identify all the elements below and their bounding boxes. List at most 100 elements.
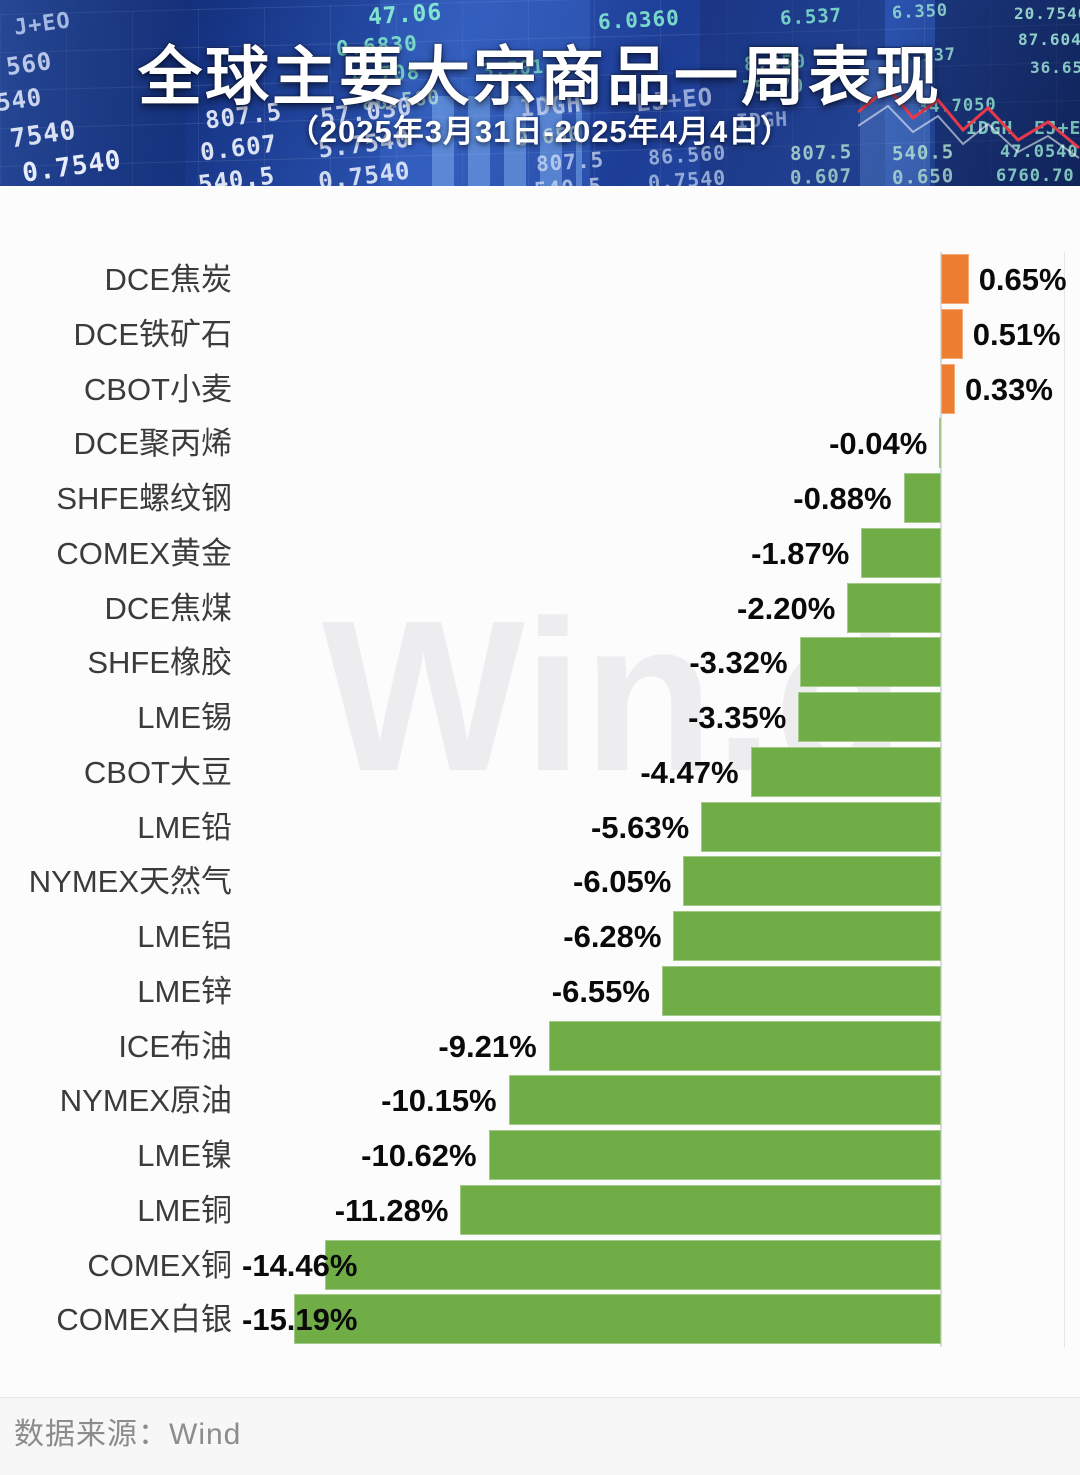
ticker-text: 87.6040 [1018, 30, 1080, 49]
chart-row: COMEX黄金 -1.87% [0, 526, 1080, 581]
bar-negative [799, 637, 941, 688]
bar-negative [903, 473, 941, 523]
value-label: 0.51% [972, 316, 1061, 352]
bar-negative [673, 911, 941, 961]
ticker-text: 807.5 [535, 147, 605, 177]
category-label: DCE焦炭 [104, 262, 232, 297]
bar-negative [325, 1239, 941, 1290]
value-label: 0.65% [978, 262, 1067, 297]
chart-row: DCE焦炭 0.65% [0, 252, 1080, 307]
value-label: -6.28% [563, 919, 662, 954]
value-label: -3.32% [689, 645, 788, 681]
category-label: DCE铁矿石 [73, 316, 232, 352]
bar-negative [293, 1294, 941, 1345]
bar-negative [847, 582, 941, 633]
chart-row: DCE聚丙烯 -0.04% [0, 416, 1080, 471]
category-label: LME锡 [137, 700, 232, 735]
chart-row: LME锡 -3.35% [0, 690, 1080, 745]
category-label: LME镍 [137, 1138, 232, 1173]
chart-row: LME镍 -10.62% [0, 1128, 1080, 1183]
page-title: 全球主要大宗商品一周表现 [138, 41, 942, 113]
value-label: -9.21% [438, 1028, 537, 1064]
category-label: LME铜 [137, 1192, 232, 1228]
page-subtitle: （2025年3月31日-2025年4月4日） [287, 114, 793, 149]
bar-negative [861, 527, 941, 578]
category-label: CBOT小麦 [83, 371, 232, 407]
value-label: -10.15% [381, 1083, 497, 1119]
bar-positive [941, 254, 969, 304]
decor-panel [935, 0, 1080, 186]
category-label: NYMEX原油 [59, 1083, 232, 1119]
value-label: -0.88% [793, 481, 892, 516]
ticker-text: 6.350 [891, 0, 949, 24]
weekly-performance-bar-chart: DCE焦炭 0.65% DCE铁矿石 0.51% CBOT小麦 0.33% DCE聚丙烯 -0… [0, 252, 1080, 1347]
chart-row: LME铅 -5.63% [0, 800, 1080, 855]
value-label: -2.20% [737, 590, 836, 626]
chart-row: COMEX铜 -14.46% [0, 1238, 1080, 1293]
bar-positive [941, 308, 963, 359]
bar-negative [939, 418, 941, 469]
ticker-text: 47.0540 [1000, 142, 1079, 162]
bar-negative [798, 692, 941, 742]
value-label: -3.35% [688, 700, 787, 735]
chart-row: CBOT大豆 -4.47% [0, 745, 1080, 800]
plot-right-border [1064, 252, 1065, 1347]
chart-row: COMEX白银 -15.19% [0, 1292, 1080, 1347]
value-label: -10.62% [361, 1138, 477, 1173]
chart-row: ICE布油 -9.21% [0, 1019, 1080, 1074]
category-label: SHFE橡胶 [87, 645, 232, 681]
data-source-label: 数据来源：Wind [14, 1418, 242, 1451]
zero-axis-line [940, 252, 942, 1347]
value-label: -1.87% [751, 535, 850, 571]
ticker-text: 36.65 [1030, 58, 1080, 77]
chart-row: DCE铁矿石 0.51% [0, 307, 1080, 362]
category-label: DCE聚丙烯 [73, 426, 232, 462]
chart-row: DCE焦煤 -2.20% [0, 581, 1080, 636]
ticker-text: 20.7540 [1014, 4, 1080, 23]
value-label: -6.05% [573, 864, 672, 900]
bar-negative [701, 801, 941, 852]
bar-negative [488, 1130, 941, 1180]
ticker-text: 6760.70 [996, 166, 1075, 186]
category-label: LME锌 [137, 973, 232, 1009]
value-label: -5.63% [590, 809, 690, 845]
category-label: LME铅 [137, 809, 232, 845]
bar-negative [508, 1075, 941, 1126]
decor-panel [0, 0, 185, 186]
bar-positive [941, 363, 956, 414]
value-label: -4.47% [640, 754, 739, 790]
value-label: 0.33% [965, 371, 1053, 407]
bar-negative [750, 746, 941, 797]
value-label: -0.04% [829, 426, 928, 462]
decor-bar-columns [432, 96, 582, 186]
bar-negative [460, 1184, 941, 1235]
decor-panel [380, 0, 590, 186]
category-label: COMEX黄金 [56, 535, 232, 571]
chart-row: SHFE螺纹钢 -0.88% [0, 471, 1080, 526]
decor-panel [860, 60, 930, 186]
category-label: COMEX铜 [87, 1247, 232, 1283]
value-label: -6.55% [551, 973, 650, 1009]
category-label: ICE布油 [118, 1028, 232, 1064]
value-label: -14.46% [242, 1247, 358, 1283]
category-label: SHFE螺纹钢 [56, 481, 232, 516]
chart-row: LME铝 -6.28% [0, 909, 1080, 964]
decor-panel [700, 0, 885, 186]
category-label: COMEX白银 [56, 1302, 232, 1338]
footer: 数据来源：Wind [0, 1398, 1080, 1475]
chart-row: LME铜 -11.28% [0, 1183, 1080, 1238]
bar-negative [683, 856, 941, 907]
chart-card: Win.d DCE焦炭 0.65% DCE铁矿石 0.51% CBOT小麦 0.33% DC… [0, 186, 1080, 1397]
price-line-chart-icon [858, 85, 1080, 159]
value-label: -11.28% [334, 1192, 449, 1228]
bar-negative [661, 965, 941, 1016]
ticker-text: 0.607 [789, 164, 853, 186]
footer-divider [0, 1397, 1080, 1398]
category-label: DCE焦煤 [104, 590, 232, 626]
chart-row: CBOT小麦 0.33% [0, 362, 1080, 417]
category-label: NYMEX天然气 [28, 864, 232, 900]
ticker-text: 0.650 [891, 164, 955, 186]
category-label: CBOT大豆 [83, 754, 232, 790]
chart-row: NYMEX原油 -10.15% [0, 1073, 1080, 1128]
header-banner: J+EO 560 540 7540 0.7540 47.06 0.6830 4.708 3.50… [0, 0, 1080, 186]
